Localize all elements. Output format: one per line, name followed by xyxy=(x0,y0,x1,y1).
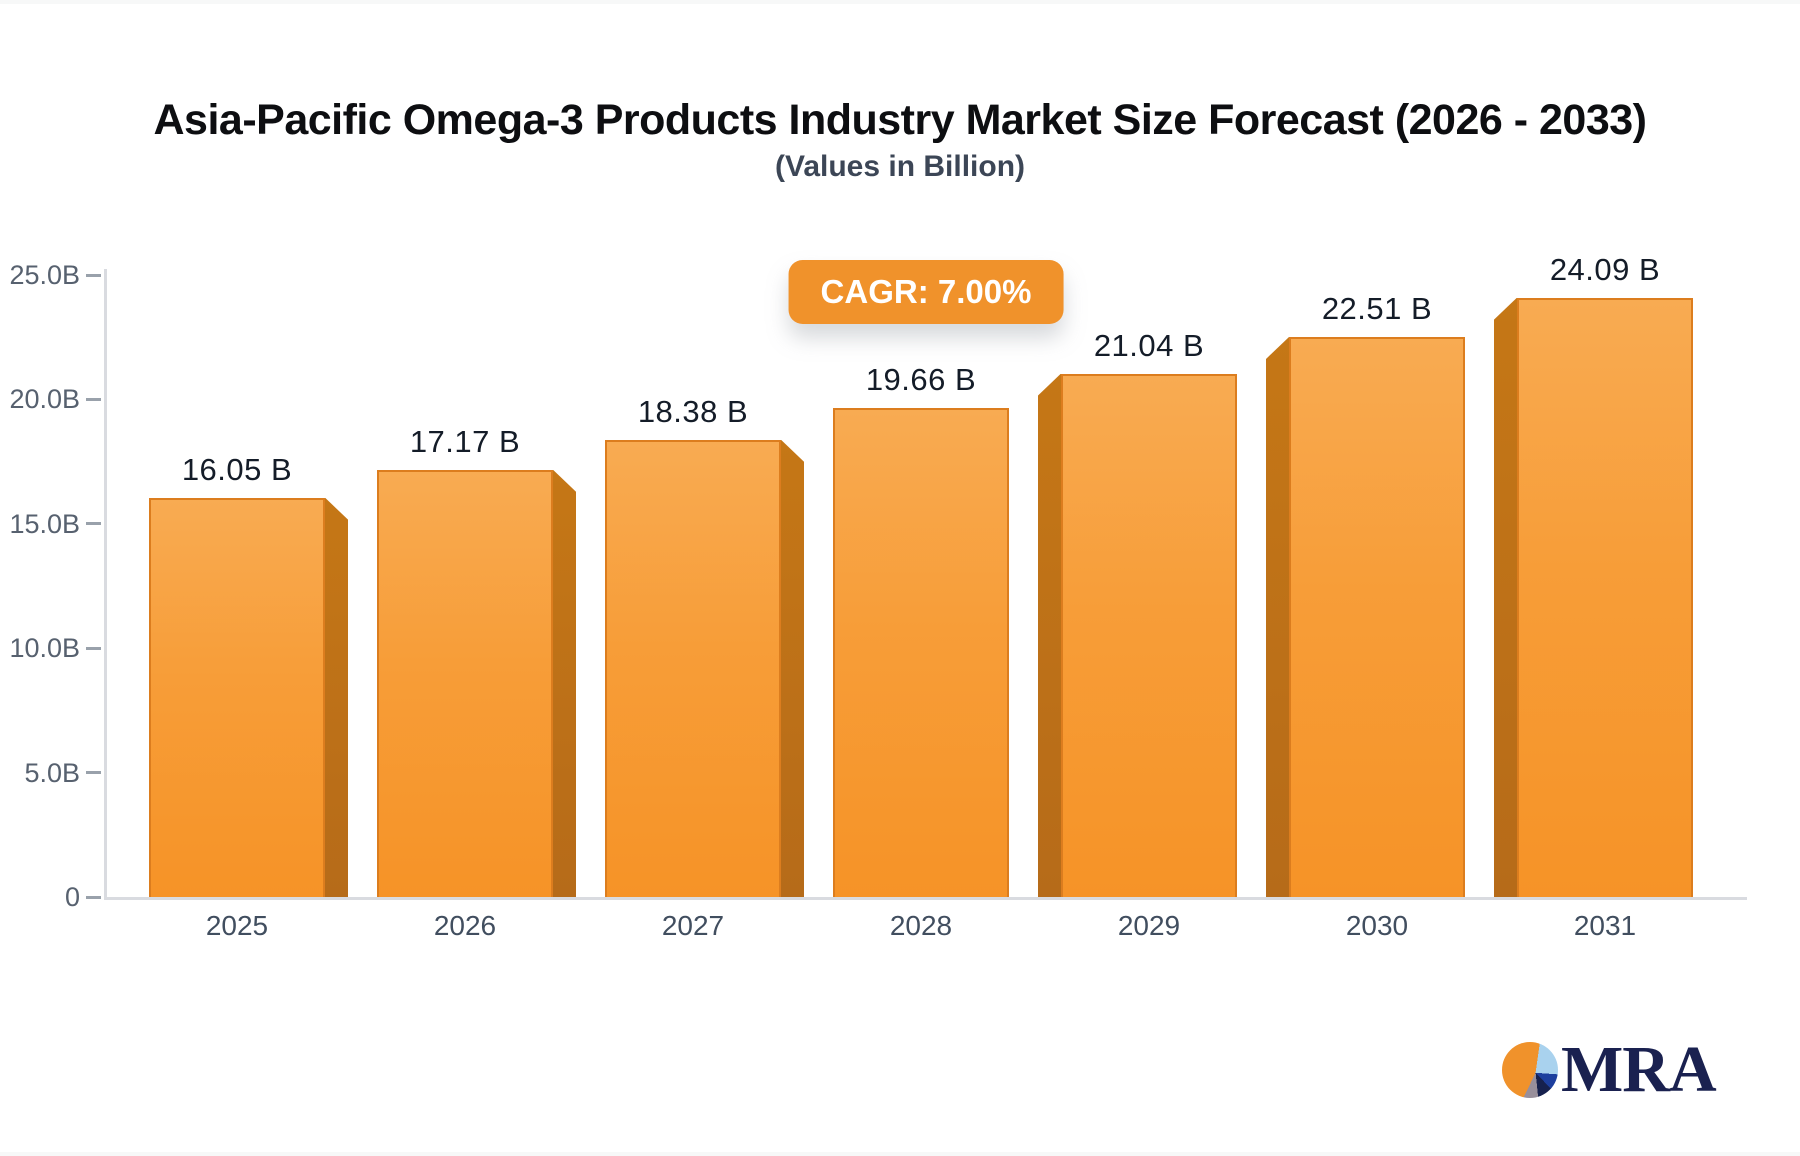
y-tick-dash xyxy=(86,646,101,650)
bar-2027[interactable] xyxy=(605,439,781,897)
bar-value-label: 21.04 B xyxy=(1093,327,1205,363)
bar-side xyxy=(781,439,804,897)
y-tick-label: 0 xyxy=(64,882,80,912)
bar-value-label: 16.05 B xyxy=(181,451,293,487)
x-tick-label-2030: 2030 xyxy=(1345,910,1409,941)
bar-2025[interactable] xyxy=(149,497,325,897)
x-tick-label-2025: 2025 xyxy=(205,910,269,941)
bar-2029[interactable] xyxy=(1061,373,1237,897)
y-tick-label: 25.0B xyxy=(9,260,80,290)
chart-subtitle: (Values in Billion) xyxy=(774,150,1026,183)
bar-2026[interactable] xyxy=(377,469,553,897)
bar-2030[interactable] xyxy=(1289,336,1465,897)
pie-chart-icon xyxy=(1502,1042,1558,1098)
bar-side xyxy=(553,469,576,897)
y-tick-dash xyxy=(86,522,101,526)
logo-text: MRA xyxy=(1561,1033,1717,1106)
bar-side xyxy=(1266,336,1289,897)
cagr-badge: CAGR: 7.00% xyxy=(788,260,1064,324)
y-tick-label: 5.0B xyxy=(24,757,80,788)
x-tick-label-2031: 2031 xyxy=(1573,910,1637,941)
y-tick-dash xyxy=(86,397,101,401)
bar-value-label: 17.17 B xyxy=(409,423,521,459)
y-tick-label: 15.0B xyxy=(9,508,80,539)
x-tick-label-2028: 2028 xyxy=(889,910,953,941)
x-tick-label-2026: 2026 xyxy=(433,910,497,941)
bar-side xyxy=(325,497,348,897)
bar-2028[interactable] xyxy=(833,407,1009,897)
chart-title: Asia-Pacific Omega-3 Products Industry M… xyxy=(153,96,1647,144)
x-axis-line xyxy=(104,897,1747,900)
x-tick-label-2027: 2027 xyxy=(661,910,725,941)
bar-side xyxy=(1038,373,1061,897)
bar-value-label: 18.38 B xyxy=(637,393,749,429)
bar-value-label: 19.66 B xyxy=(865,361,977,397)
y-tick-label: 10.0B xyxy=(9,633,80,664)
y-tick-label: 20.0B xyxy=(9,384,80,415)
bar-2031[interactable] xyxy=(1517,297,1693,897)
x-tick-label-2029: 2029 xyxy=(1117,910,1181,941)
y-tick-dash xyxy=(86,895,101,899)
bar-side xyxy=(1494,297,1517,897)
y-axis-line xyxy=(104,269,107,900)
bar-value-label: 22.51 B xyxy=(1321,290,1433,326)
y-tick-dash xyxy=(86,771,101,775)
brand-logo: MRA xyxy=(1502,1033,1717,1106)
bar-value-label: 24.09 B xyxy=(1549,251,1661,287)
y-tick-dash xyxy=(86,273,101,277)
